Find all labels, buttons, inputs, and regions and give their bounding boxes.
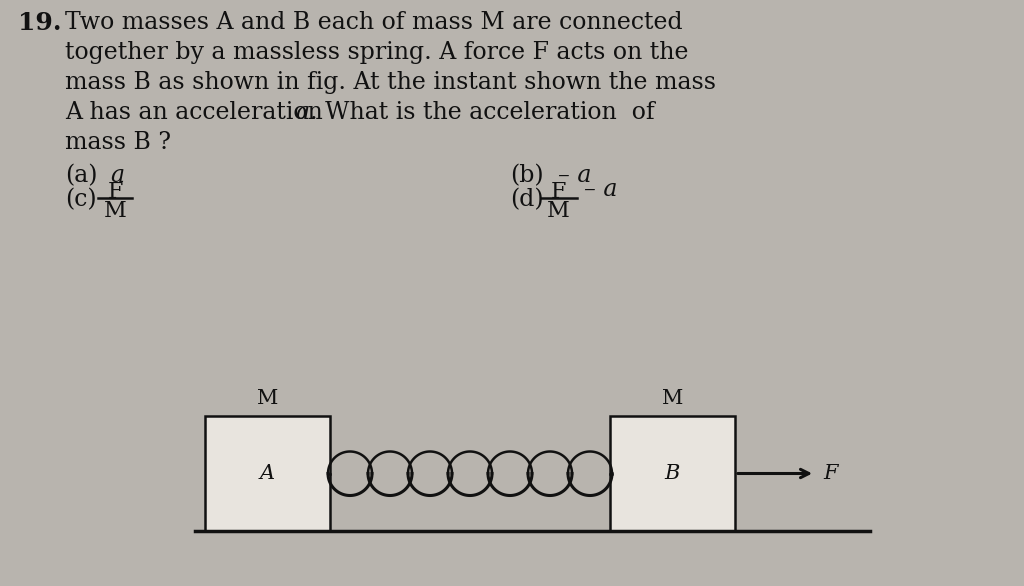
Text: mass B ?: mass B ? [65, 131, 171, 154]
Text: M: M [103, 200, 126, 222]
Text: – a: – a [558, 164, 592, 187]
Bar [610, 416, 735, 531]
Text: mass B as shown in fig. At the instant shown the mass: mass B as shown in fig. At the instant s… [65, 71, 716, 94]
Text: a: a [295, 101, 309, 124]
Text: 19.: 19. [18, 11, 61, 35]
Text: F: F [550, 181, 565, 203]
Text: A has an acceleration: A has an acceleration [65, 101, 331, 124]
Text: . What is the acceleration  of: . What is the acceleration of [310, 101, 654, 124]
Text: (d): (d) [510, 188, 544, 211]
Text: F: F [108, 181, 123, 203]
Text: (b): (b) [510, 164, 544, 187]
Text: A: A [260, 464, 275, 483]
Text: (c): (c) [65, 188, 96, 211]
Text: M: M [662, 389, 683, 408]
Text: M: M [547, 200, 569, 222]
Text: Two masses A and B each of mass M are connected: Two masses A and B each of mass M are co… [65, 11, 683, 34]
Text: M: M [257, 389, 279, 408]
Text: together by a massless spring. A force F acts on the: together by a massless spring. A force F… [65, 41, 688, 64]
Text: F: F [823, 464, 838, 483]
Text: (a): (a) [65, 164, 97, 187]
Text: – a: – a [584, 179, 617, 202]
Bar [205, 416, 330, 531]
Text: B: B [665, 464, 680, 483]
Text: a: a [110, 164, 124, 187]
